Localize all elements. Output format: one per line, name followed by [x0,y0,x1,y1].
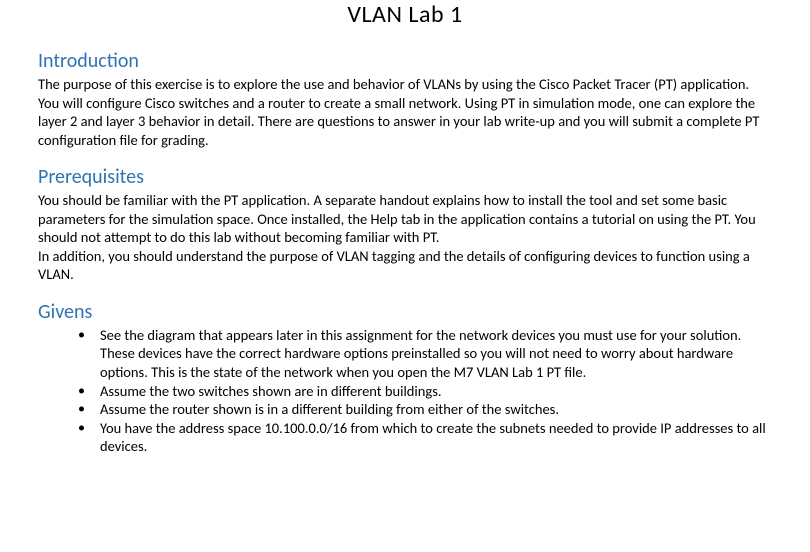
list-item: You have the address space 10.100.0.0/16… [78,419,772,456]
list-item: See the diagram that appears later in th… [78,326,772,382]
list-item: Assume the two switches shown are in dif… [78,382,772,401]
document-title: VLAN Lab 1 [38,0,772,29]
list-item: Assume the router shown is in a differen… [78,400,772,419]
prerequisites-body-1: You should be familiar with the PT appli… [38,191,772,247]
introduction-body: The purpose of this exercise is to explo… [38,75,772,149]
introduction-heading: Introduction [38,49,772,73]
givens-list: See the diagram that appears later in th… [38,326,772,456]
prerequisites-body-2: In addition, you should understand the p… [38,247,772,284]
givens-heading: Givens [38,300,772,324]
prerequisites-heading: Prerequisites [38,165,772,189]
